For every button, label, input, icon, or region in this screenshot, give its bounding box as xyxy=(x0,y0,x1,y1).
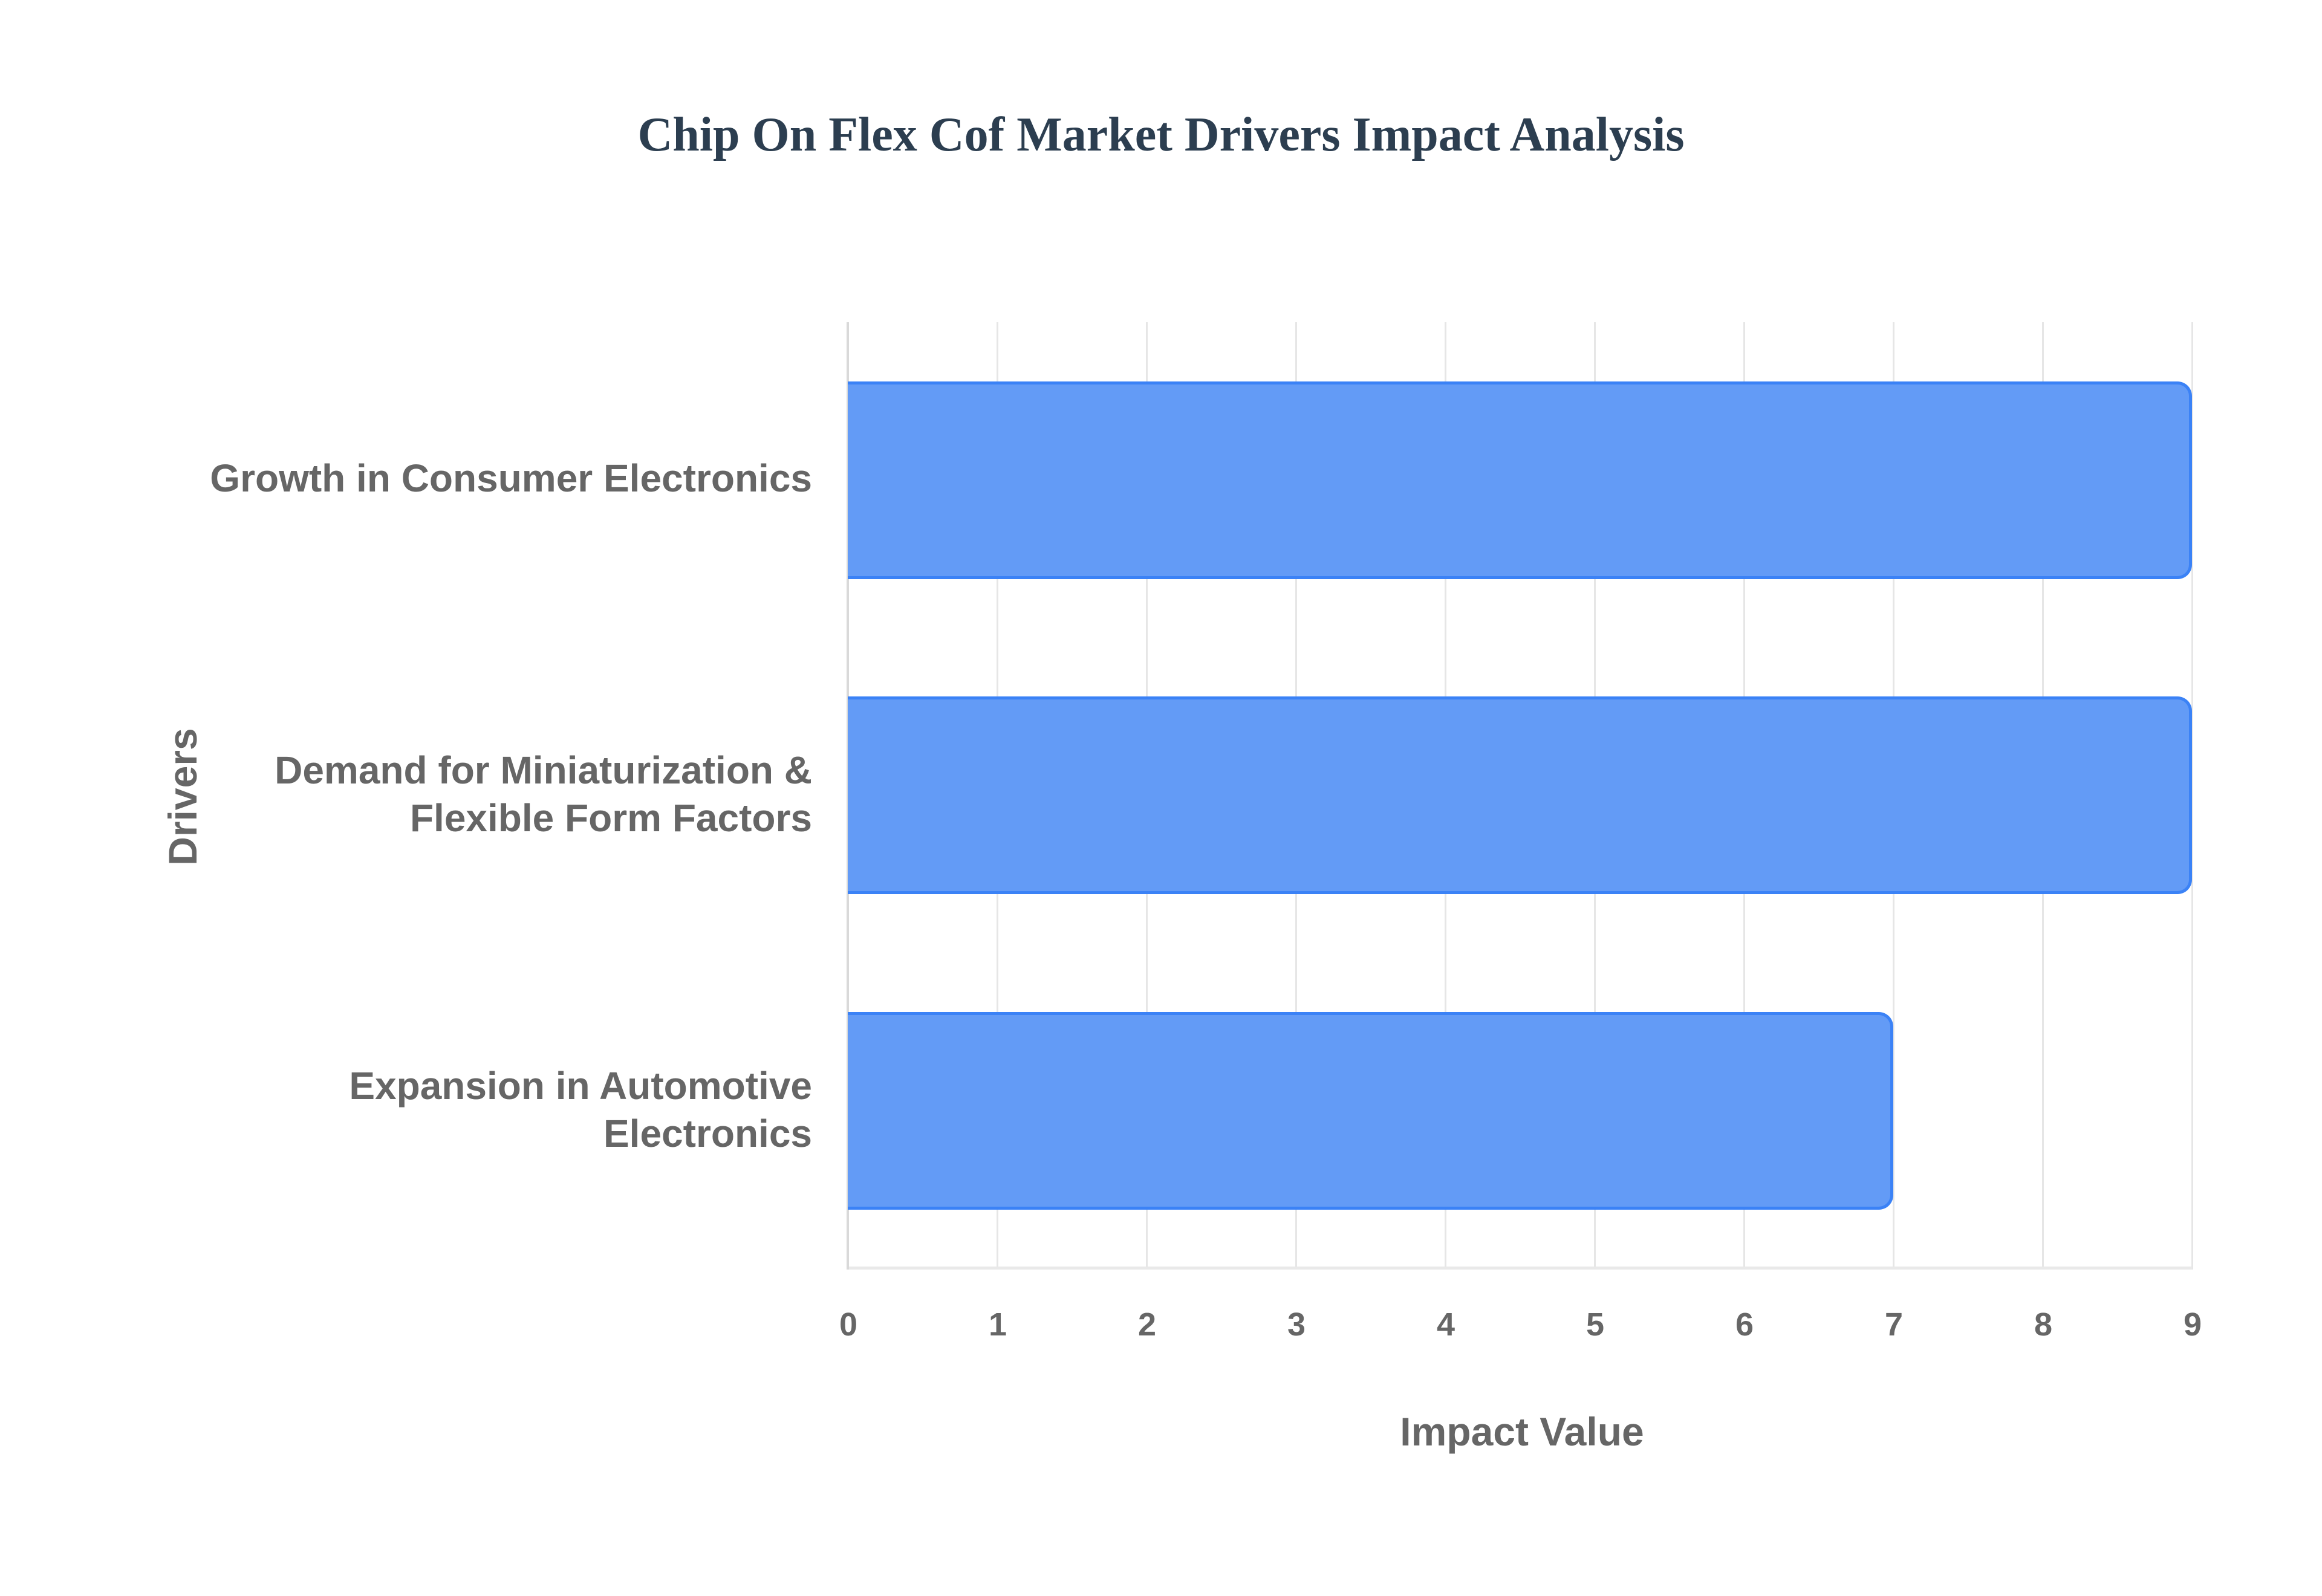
y-tick-label-line: Flexible Form Factors xyxy=(409,796,812,840)
y-tick-label-line: Demand for Miniaturization & xyxy=(275,748,812,792)
x-tick-label: 4 xyxy=(1436,1306,1455,1343)
y-tick-label-line: Growth in Consumer Electronics xyxy=(210,456,812,500)
x-axis-title: Impact Value xyxy=(1400,1409,1644,1454)
plot-area xyxy=(847,322,2193,1270)
chart-title: Chip On Flex Cof Market Drivers Impact A… xyxy=(637,108,1685,161)
x-tick-label: 7 xyxy=(1884,1306,1904,1343)
bar-demand-miniaturization[interactable] xyxy=(848,696,2192,894)
bar-growth-consumer-electronics[interactable] xyxy=(848,381,2192,579)
x-tick-label: 0 xyxy=(839,1306,858,1343)
x-tick-label: 1 xyxy=(988,1306,1007,1343)
y-tick-label-line: Expansion in Automotive xyxy=(349,1064,812,1108)
bar-expansion-automotive[interactable] xyxy=(848,1012,1893,1210)
x-tick-label: 9 xyxy=(2183,1306,2202,1343)
x-axis-line xyxy=(848,1267,2192,1270)
gridline xyxy=(2191,322,2193,1270)
x-tick-label: 3 xyxy=(1287,1306,1306,1343)
y-tick-label: Expansion in Automotive Electronics xyxy=(349,1062,812,1158)
x-tick-label: 8 xyxy=(2034,1306,2053,1343)
y-axis-title: Drivers xyxy=(160,728,205,866)
y-tick-label: Demand for Miniaturization & Flexible Fo… xyxy=(275,747,812,842)
y-tick-label-line: Electronics xyxy=(603,1112,812,1155)
x-tick-label: 6 xyxy=(1735,1306,1754,1343)
y-tick-label: Growth in Consumer Electronics xyxy=(210,455,812,502)
x-tick-label: 5 xyxy=(1585,1306,1605,1343)
x-tick-label: 2 xyxy=(1137,1306,1157,1343)
